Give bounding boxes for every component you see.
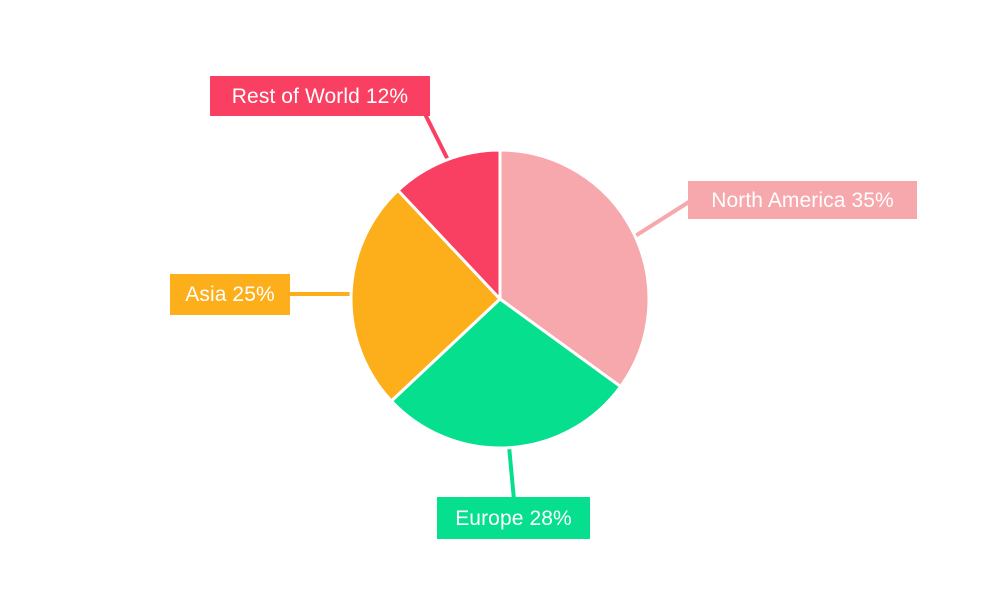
pie-label-rest-of-world[interactable]: Rest of World 12%	[210, 76, 430, 116]
leader-line-rest-of-world	[422, 111, 452, 165]
pie-label-north-america-text: North America 35%	[711, 188, 894, 212]
pie-label-asia[interactable]: Asia 25%	[170, 274, 290, 315]
pie-label-rest-of-world-text: Rest of World 12%	[231, 84, 409, 108]
pie-slices	[349, 148, 651, 450]
pie-slice-rest-of-world[interactable]	[396, 148, 502, 301]
leader-lines	[286, 111, 694, 501]
leader-line-europe	[507, 445, 516, 501]
leader-line-north-america	[630, 198, 694, 240]
pie-label-asia-text: Asia 25%	[185, 283, 275, 306]
pie-label-europe-text: Europe 28%	[455, 506, 572, 530]
pie-label-north-america[interactable]: North America 35%	[688, 181, 917, 219]
pie-label-europe[interactable]: Europe 28%	[437, 497, 590, 539]
pie-slice-asia[interactable]	[349, 188, 502, 403]
pie-slice-north-america[interactable]	[498, 148, 651, 389]
pie-slice-europe[interactable]	[389, 297, 623, 450]
